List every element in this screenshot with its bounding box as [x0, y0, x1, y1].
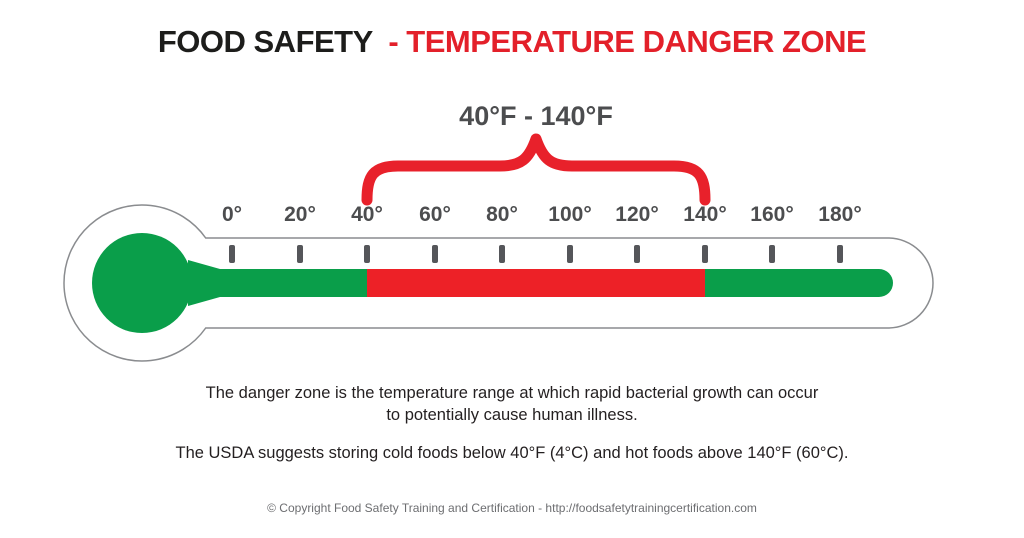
tick-0: [229, 245, 235, 263]
scale-label-80: 80°: [486, 203, 518, 226]
usda-recommendation: The USDA suggests storing cold foods bel…: [175, 444, 849, 462]
title-black-text: FOOD SAFETY: [157, 24, 373, 59]
tick-marks: [229, 245, 843, 263]
scale-label-180: 180°: [818, 203, 862, 226]
scale-label-0: 0°: [221, 203, 243, 226]
scale-label-160: 160°: [750, 203, 794, 226]
description-line-1: The danger zone is the temperature range…: [205, 384, 819, 402]
scale-label-60: 60°: [419, 203, 451, 226]
mercury-green-right: [705, 269, 893, 297]
scale-label-20: 20°: [284, 203, 316, 226]
tick-180: [837, 245, 843, 263]
tick-20: [297, 245, 303, 263]
page-title: FOOD SAFETY - TEMPERATURE DANGER ZONE: [0, 24, 1024, 60]
tick-120: [634, 245, 640, 263]
title-red-text: - TEMPERATURE DANGER ZONE: [388, 24, 867, 59]
thermometer-bulb: [92, 233, 192, 333]
tick-60: [432, 245, 438, 263]
tick-40: [364, 245, 370, 263]
danger-zone-range-label: 40°F - 140°F: [459, 101, 613, 131]
scale-label-120: 120°: [615, 203, 659, 226]
scale-label-40: 40°: [351, 203, 383, 226]
tick-160: [769, 245, 775, 263]
mercury-green-left: [216, 269, 367, 297]
copyright-footer: © Copyright Food Safety Training and Cer…: [267, 501, 757, 515]
tick-140: [702, 245, 708, 263]
bulb-tube-taper: [188, 260, 220, 306]
danger-zone-description: The danger zone is the temperature range…: [0, 382, 1024, 426]
tick-100: [567, 245, 573, 263]
mercury-red-danger-zone: [367, 269, 705, 297]
mercury-green: [92, 233, 893, 333]
scale-label-100: 100°: [548, 203, 592, 226]
description-line-2: to potentially cause human illness.: [386, 406, 638, 424]
danger-zone-brace: [361, 133, 711, 206]
tick-80: [499, 245, 505, 263]
scale-label-140: 140°: [683, 203, 727, 226]
